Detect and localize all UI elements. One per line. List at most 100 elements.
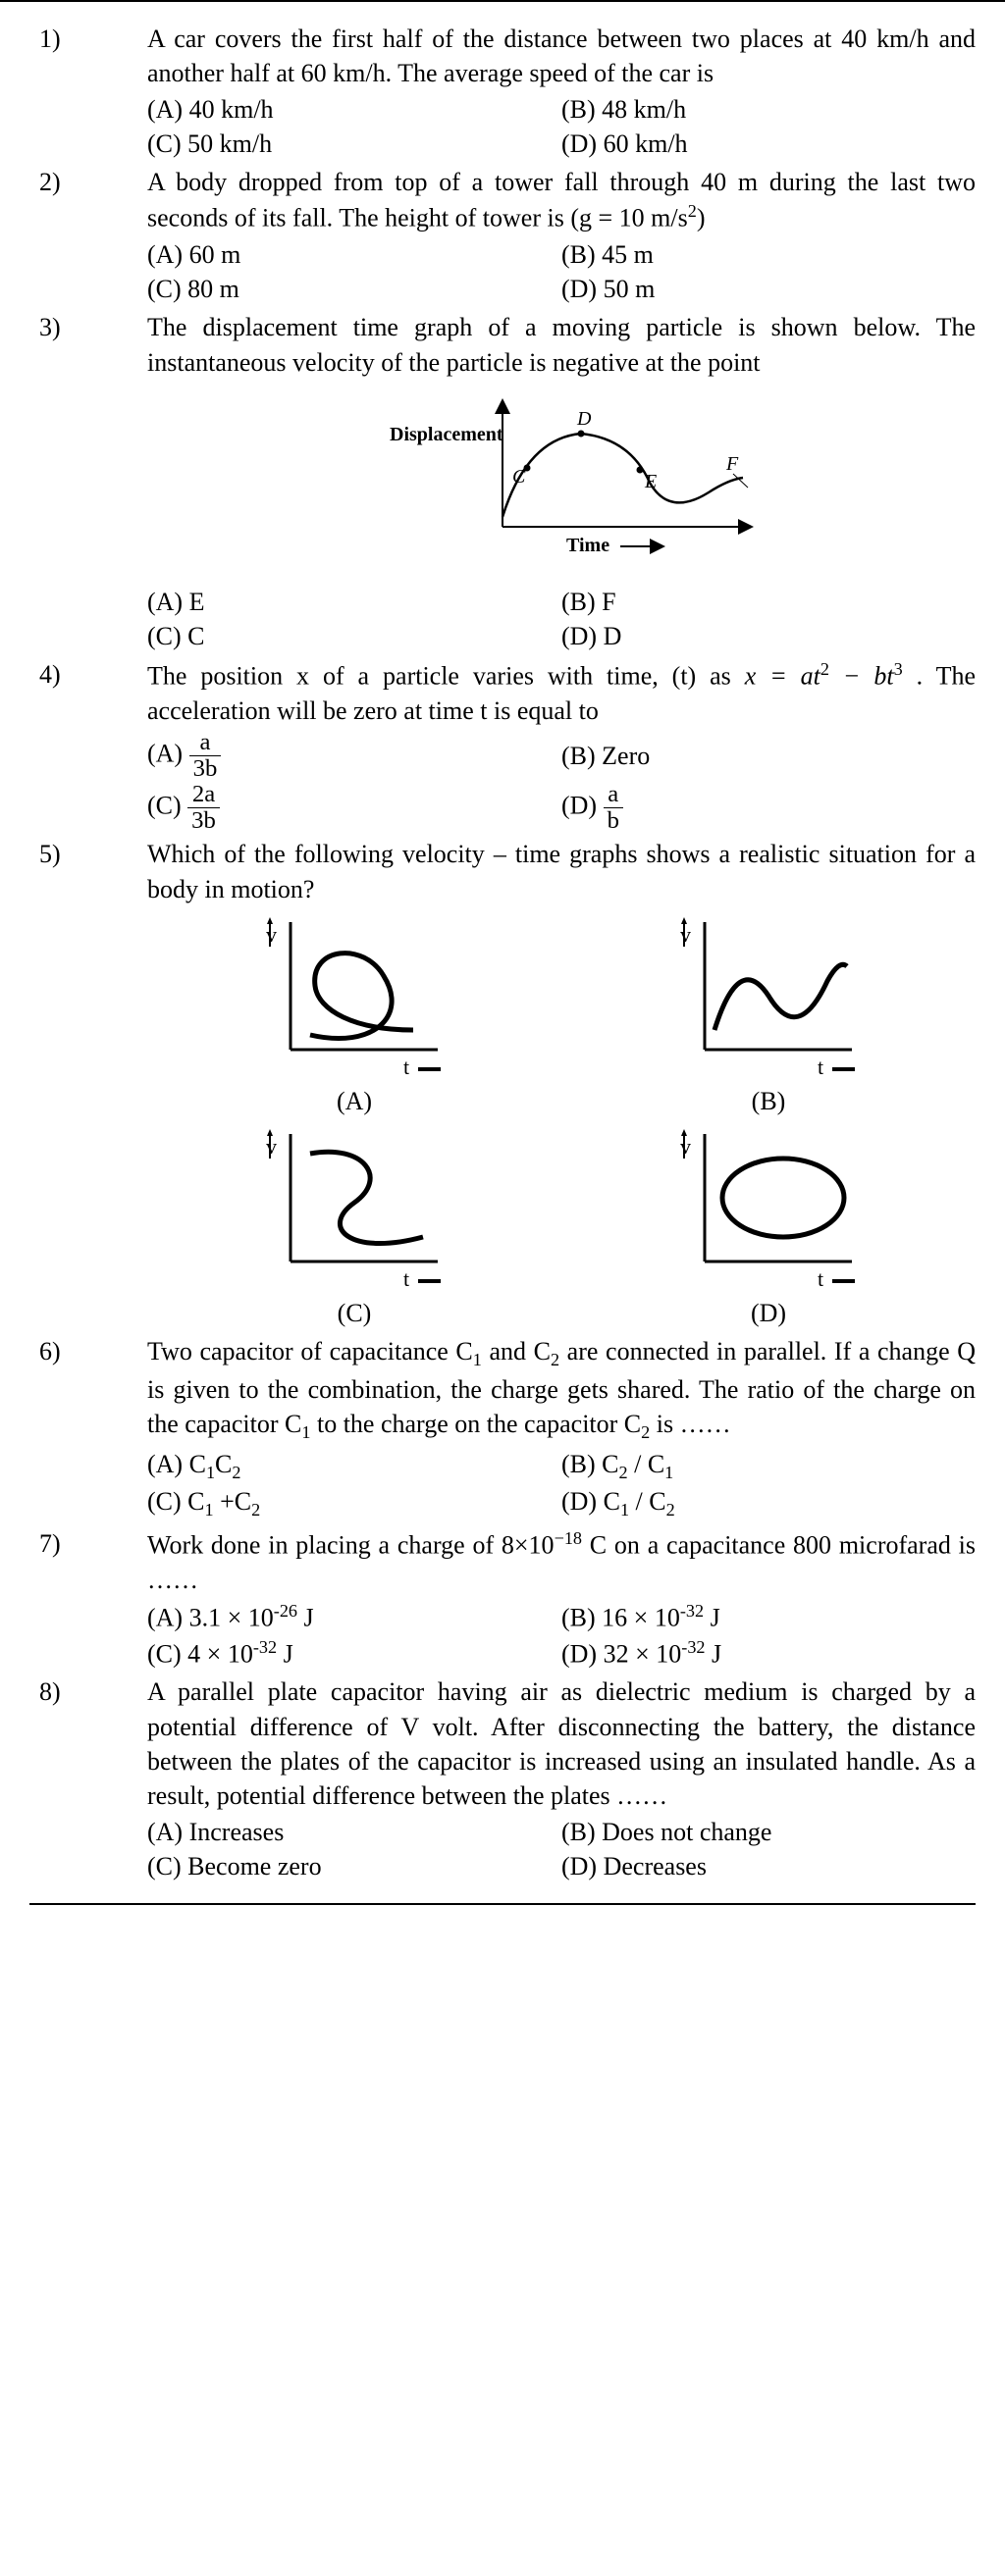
question-5: 5) Which of the following velocity – tim… bbox=[29, 837, 976, 1330]
option-a[interactable]: (A) C1C2 bbox=[147, 1447, 561, 1485]
option-a[interactable]: (A) E bbox=[147, 585, 561, 619]
subscript: 1 bbox=[205, 1501, 214, 1520]
question-text: A parallel plate capacitor having air as… bbox=[147, 1677, 976, 1809]
option-d[interactable]: v t (D) bbox=[670, 1124, 867, 1330]
question-body: A car covers the first half of the dista… bbox=[147, 22, 976, 161]
question-3: 3) The displacement time graph of a movi… bbox=[29, 310, 976, 652]
option-a[interactable]: (A) a3b bbox=[147, 730, 561, 782]
question-text-post: ) bbox=[697, 204, 706, 232]
svg-text:t: t bbox=[403, 1266, 409, 1291]
option-a[interactable]: (A) 40 km/h bbox=[147, 92, 561, 127]
graph-row-2: v t (C) v t (D) bbox=[147, 1124, 976, 1330]
option-a[interactable]: v t (A) bbox=[256, 912, 452, 1118]
option-b[interactable]: v t (B) bbox=[670, 912, 867, 1118]
option-d[interactable]: (D) 32 × 10-32 J bbox=[561, 1635, 976, 1672]
text-part: (D) C bbox=[561, 1487, 620, 1516]
superscript: 2 bbox=[688, 201, 697, 221]
superscript: -32 bbox=[253, 1637, 277, 1657]
superscript: -32 bbox=[680, 1601, 704, 1621]
fraction: a3b bbox=[189, 730, 222, 782]
text-part: Two capacitor of capacitance C bbox=[147, 1337, 473, 1365]
denominator: 3b bbox=[187, 808, 220, 834]
option-c[interactable]: (C) C bbox=[147, 619, 561, 653]
text-part: (C) 4 × 10 bbox=[147, 1639, 253, 1668]
text-part: to the charge on the capacitor C bbox=[310, 1410, 641, 1438]
options: (A) C1C2 (B) C2 / C1 (C) C1 +C2 (D) C1 /… bbox=[147, 1447, 976, 1523]
option-d[interactable]: (D) ab bbox=[561, 782, 976, 834]
text-part: J bbox=[297, 1604, 314, 1632]
question-text: The displacement time graph of a moving … bbox=[147, 313, 976, 376]
option-d[interactable]: (D) 60 km/h bbox=[561, 127, 976, 161]
formula-part: − bt bbox=[829, 662, 894, 691]
svg-text:v: v bbox=[680, 1134, 691, 1159]
question-2: 2) A body dropped from top of a tower fa… bbox=[29, 165, 976, 306]
question-6: 6) Two capacitor of capacitance C1 and C… bbox=[29, 1334, 976, 1522]
option-b[interactable]: (B) F bbox=[561, 585, 976, 619]
option-label: (A) bbox=[147, 739, 189, 767]
y-axis-label: Displacement bbox=[390, 424, 503, 445]
superscript: 3 bbox=[894, 659, 903, 679]
text-part: (B) 16 × 10 bbox=[561, 1604, 680, 1632]
option-d[interactable]: (D) Decreases bbox=[561, 1849, 976, 1883]
question-body: A parallel plate capacitor having air as… bbox=[147, 1674, 976, 1883]
question-number: 2) bbox=[29, 165, 147, 306]
option-label: (B) bbox=[670, 1084, 867, 1118]
subscript: 2 bbox=[232, 1463, 240, 1482]
option-label: (D) bbox=[561, 791, 604, 819]
option-d[interactable]: (D) D bbox=[561, 619, 976, 653]
option-c[interactable]: (C) C1 +C2 bbox=[147, 1484, 561, 1522]
option-b[interactable]: (B) 48 km/h bbox=[561, 92, 976, 127]
option-b[interactable]: (B) Zero bbox=[561, 739, 976, 773]
option-c[interactable]: v t (C) bbox=[256, 1124, 452, 1330]
question-body: The displacement time graph of a moving … bbox=[147, 310, 976, 652]
subscript: 2 bbox=[551, 1350, 559, 1369]
option-a[interactable]: (A) Increases bbox=[147, 1815, 561, 1849]
option-c[interactable]: (C) 2a3b bbox=[147, 782, 561, 834]
question-body: A body dropped from top of a tower fall … bbox=[147, 165, 976, 306]
superscript: −18 bbox=[555, 1528, 582, 1548]
point-e-label: E bbox=[644, 471, 657, 492]
option-c[interactable]: (C) Become zero bbox=[147, 1849, 561, 1883]
subscript: 1 bbox=[473, 1350, 482, 1369]
option-c[interactable]: (C) 50 km/h bbox=[147, 127, 561, 161]
option-c[interactable]: (C) 4 × 10-32 J bbox=[147, 1635, 561, 1672]
superscript: -26 bbox=[274, 1601, 297, 1621]
option-d[interactable]: (D) 50 m bbox=[561, 272, 976, 306]
text-part: and C bbox=[482, 1337, 551, 1365]
option-b[interactable]: (B) 45 m bbox=[561, 237, 976, 272]
option-label: (C) bbox=[147, 791, 187, 819]
numerator: 2a bbox=[187, 782, 220, 808]
svg-text:t: t bbox=[818, 1266, 823, 1291]
numerator: a bbox=[189, 730, 222, 756]
option-b[interactable]: (B) C2 / C1 bbox=[561, 1447, 976, 1485]
svg-text:t: t bbox=[403, 1055, 409, 1079]
option-b[interactable]: (B) Does not change bbox=[561, 1815, 976, 1849]
subscript: 2 bbox=[666, 1501, 675, 1520]
question-number: 1) bbox=[29, 22, 147, 161]
subscript: 1 bbox=[206, 1463, 215, 1482]
option-b[interactable]: (B) 16 × 10-32 J bbox=[561, 1599, 976, 1635]
option-label: (D) bbox=[670, 1296, 867, 1330]
options: (A) E (B) F (C) C (D) D bbox=[147, 585, 976, 653]
question-text: Which of the following velocity – time g… bbox=[147, 840, 976, 902]
text-part: / C bbox=[629, 1487, 666, 1516]
subscript: 2 bbox=[251, 1501, 260, 1520]
point-d-label: D bbox=[576, 408, 592, 430]
question-text-pre: A body dropped from top of a tower fall … bbox=[147, 168, 976, 232]
fraction: 2a3b bbox=[187, 782, 220, 834]
question-body: Two capacitor of capacitance C1 and C2 a… bbox=[147, 1334, 976, 1522]
options: (A) a3b (B) Zero (C) 2a3b (D) ab bbox=[147, 730, 976, 834]
subscript: 1 bbox=[620, 1501, 629, 1520]
option-a[interactable]: (A) 60 m bbox=[147, 237, 561, 272]
option-d[interactable]: (D) C1 / C2 bbox=[561, 1484, 976, 1522]
question-number: 4) bbox=[29, 657, 147, 834]
text-part: J bbox=[277, 1639, 293, 1668]
fraction: ab bbox=[604, 782, 623, 834]
question-8: 8) A parallel plate capacitor having air… bbox=[29, 1674, 976, 1883]
denominator: b bbox=[604, 808, 623, 834]
option-a[interactable]: (A) 3.1 × 10-26 J bbox=[147, 1599, 561, 1635]
text-part: J bbox=[704, 1604, 720, 1632]
option-c[interactable]: (C) 80 m bbox=[147, 272, 561, 306]
question-number: 8) bbox=[29, 1674, 147, 1883]
text-part: (B) C bbox=[561, 1450, 619, 1478]
